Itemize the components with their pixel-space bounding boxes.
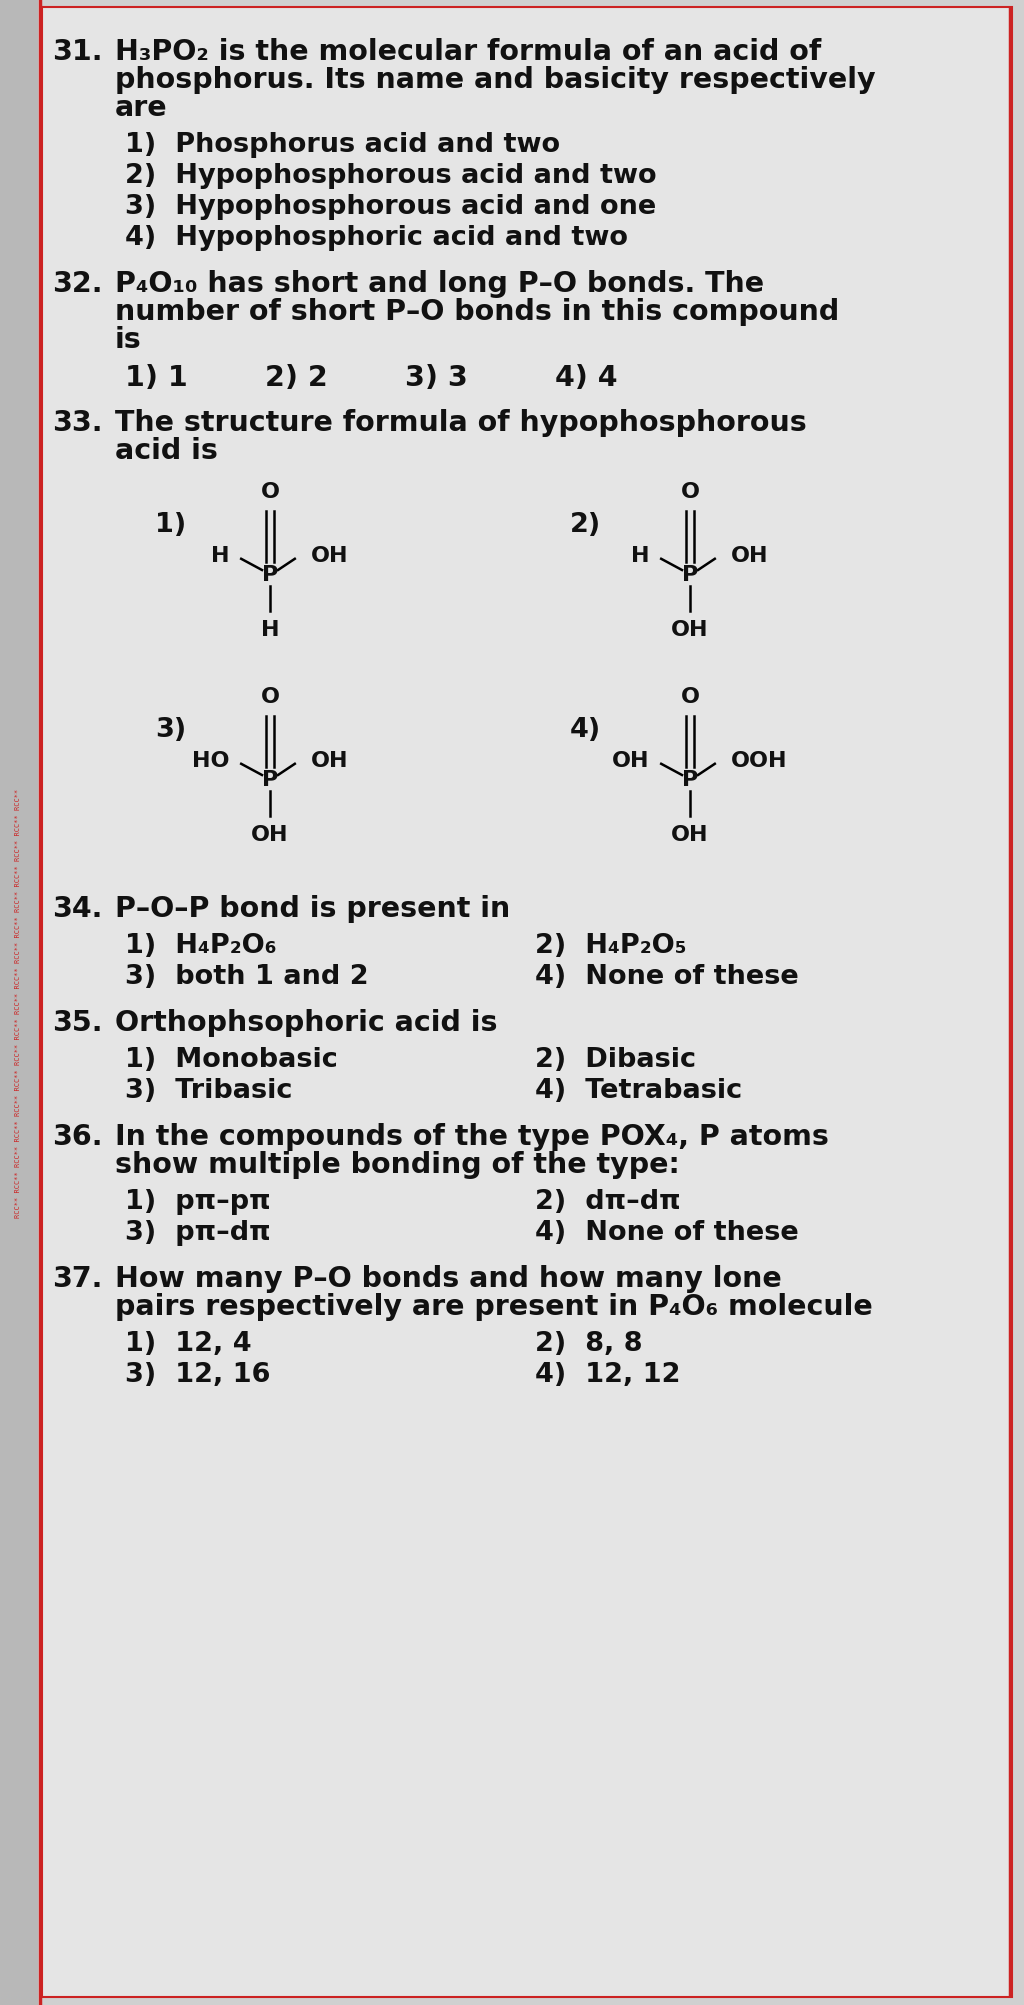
FancyBboxPatch shape (42, 8, 1012, 1997)
Text: H: H (211, 545, 229, 565)
Text: H: H (261, 620, 280, 640)
Text: H: H (631, 545, 649, 565)
FancyBboxPatch shape (0, 0, 38, 2005)
Text: 1)  Phosphorus acid and two: 1) Phosphorus acid and two (125, 132, 560, 158)
Text: 35.: 35. (52, 1009, 102, 1037)
Text: 1)  H₄P₂O₆: 1) H₄P₂O₆ (125, 932, 276, 958)
Text: The structure formula of hypophosphorous: The structure formula of hypophosphorous (115, 409, 807, 437)
Text: number of short P–O bonds in this compound: number of short P–O bonds in this compou… (115, 299, 840, 327)
Text: OH: OH (311, 750, 348, 770)
Text: acid is: acid is (115, 437, 218, 465)
Text: OH: OH (611, 750, 649, 770)
Text: 3) 3: 3) 3 (406, 363, 468, 391)
Text: 32.: 32. (52, 271, 102, 299)
Text: 37.: 37. (52, 1265, 102, 1293)
Text: pairs respectively are present in P₄O₆ molecule: pairs respectively are present in P₄O₆ m… (115, 1293, 872, 1321)
Text: How many P–O bonds and how many lone: How many P–O bonds and how many lone (115, 1265, 781, 1293)
Text: 33.: 33. (52, 409, 102, 437)
Text: are: are (115, 94, 168, 122)
Text: 34.: 34. (52, 894, 102, 922)
Text: 1)  Monobasic: 1) Monobasic (125, 1047, 338, 1073)
Text: 4): 4) (570, 716, 601, 742)
Text: OH: OH (311, 545, 348, 565)
Text: OH: OH (731, 545, 768, 565)
Text: P–O–P bond is present in: P–O–P bond is present in (115, 894, 510, 922)
Text: RCC** RCC** RCC** RCC** RCC** RCC** RCC** RCC** RCC** RCC** RCC** RCC** RCC** RC: RCC** RCC** RCC** RCC** RCC** RCC** RCC*… (15, 788, 22, 1217)
Text: 2)  dπ–dπ: 2) dπ–dπ (535, 1189, 681, 1215)
Text: 1)  pπ–pπ: 1) pπ–pπ (125, 1189, 270, 1215)
Text: 4)  None of these: 4) None of these (535, 964, 799, 990)
Text: 4)  None of these: 4) None of these (535, 1219, 799, 1245)
Text: 1)  12, 4: 1) 12, 4 (125, 1331, 252, 1355)
Text: P: P (262, 770, 279, 790)
Text: phosphorus. Its name and basicity respectively: phosphorus. Its name and basicity respec… (115, 66, 876, 94)
Text: O: O (681, 686, 699, 706)
Text: OH: OH (251, 824, 289, 844)
Text: P: P (682, 565, 698, 585)
Text: OH: OH (672, 620, 709, 640)
Text: 4)  Tetrabasic: 4) Tetrabasic (535, 1077, 742, 1103)
Text: O: O (681, 481, 699, 501)
Text: P: P (262, 565, 279, 585)
Text: 36.: 36. (52, 1123, 102, 1151)
Text: 2) 2: 2) 2 (265, 363, 328, 391)
Text: P₄O₁₀ has short and long P–O bonds. The: P₄O₁₀ has short and long P–O bonds. The (115, 271, 764, 299)
Text: 2)  Dibasic: 2) Dibasic (535, 1047, 696, 1073)
Text: P: P (682, 770, 698, 790)
Text: 4)  Hypophosphoric acid and two: 4) Hypophosphoric acid and two (125, 225, 628, 251)
Text: 3)  12, 16: 3) 12, 16 (125, 1361, 270, 1387)
Text: In the compounds of the type POX₄, P atoms: In the compounds of the type POX₄, P ato… (115, 1123, 828, 1151)
Text: OH: OH (672, 824, 709, 844)
Text: 3): 3) (155, 716, 186, 742)
Text: 1) 1: 1) 1 (125, 363, 187, 391)
Text: 3)  Hypophosphorous acid and one: 3) Hypophosphorous acid and one (125, 194, 656, 221)
Text: O: O (260, 686, 280, 706)
Text: 1): 1) (155, 511, 186, 537)
Text: HO: HO (191, 750, 229, 770)
Text: 2): 2) (570, 511, 601, 537)
Text: is: is (115, 327, 141, 353)
Text: 2)  Hypophosphorous acid and two: 2) Hypophosphorous acid and two (125, 162, 656, 188)
Text: O: O (260, 481, 280, 501)
Text: 3)  pπ–dπ: 3) pπ–dπ (125, 1219, 270, 1245)
Text: show multiple bonding of the type:: show multiple bonding of the type: (115, 1151, 680, 1179)
Text: 3)  Tribasic: 3) Tribasic (125, 1077, 293, 1103)
Text: 2)  H₄P₂O₅: 2) H₄P₂O₅ (535, 932, 687, 958)
Text: 2)  8, 8: 2) 8, 8 (535, 1331, 642, 1355)
Text: 4) 4: 4) 4 (555, 363, 617, 391)
Text: OOH: OOH (731, 750, 787, 770)
Text: 31.: 31. (52, 38, 102, 66)
Text: 3)  both 1 and 2: 3) both 1 and 2 (125, 964, 369, 990)
Text: Orthophsophoric acid is: Orthophsophoric acid is (115, 1009, 498, 1037)
Text: H₃PO₂ is the molecular formula of an acid of: H₃PO₂ is the molecular formula of an aci… (115, 38, 821, 66)
Text: 4)  12, 12: 4) 12, 12 (535, 1361, 681, 1387)
